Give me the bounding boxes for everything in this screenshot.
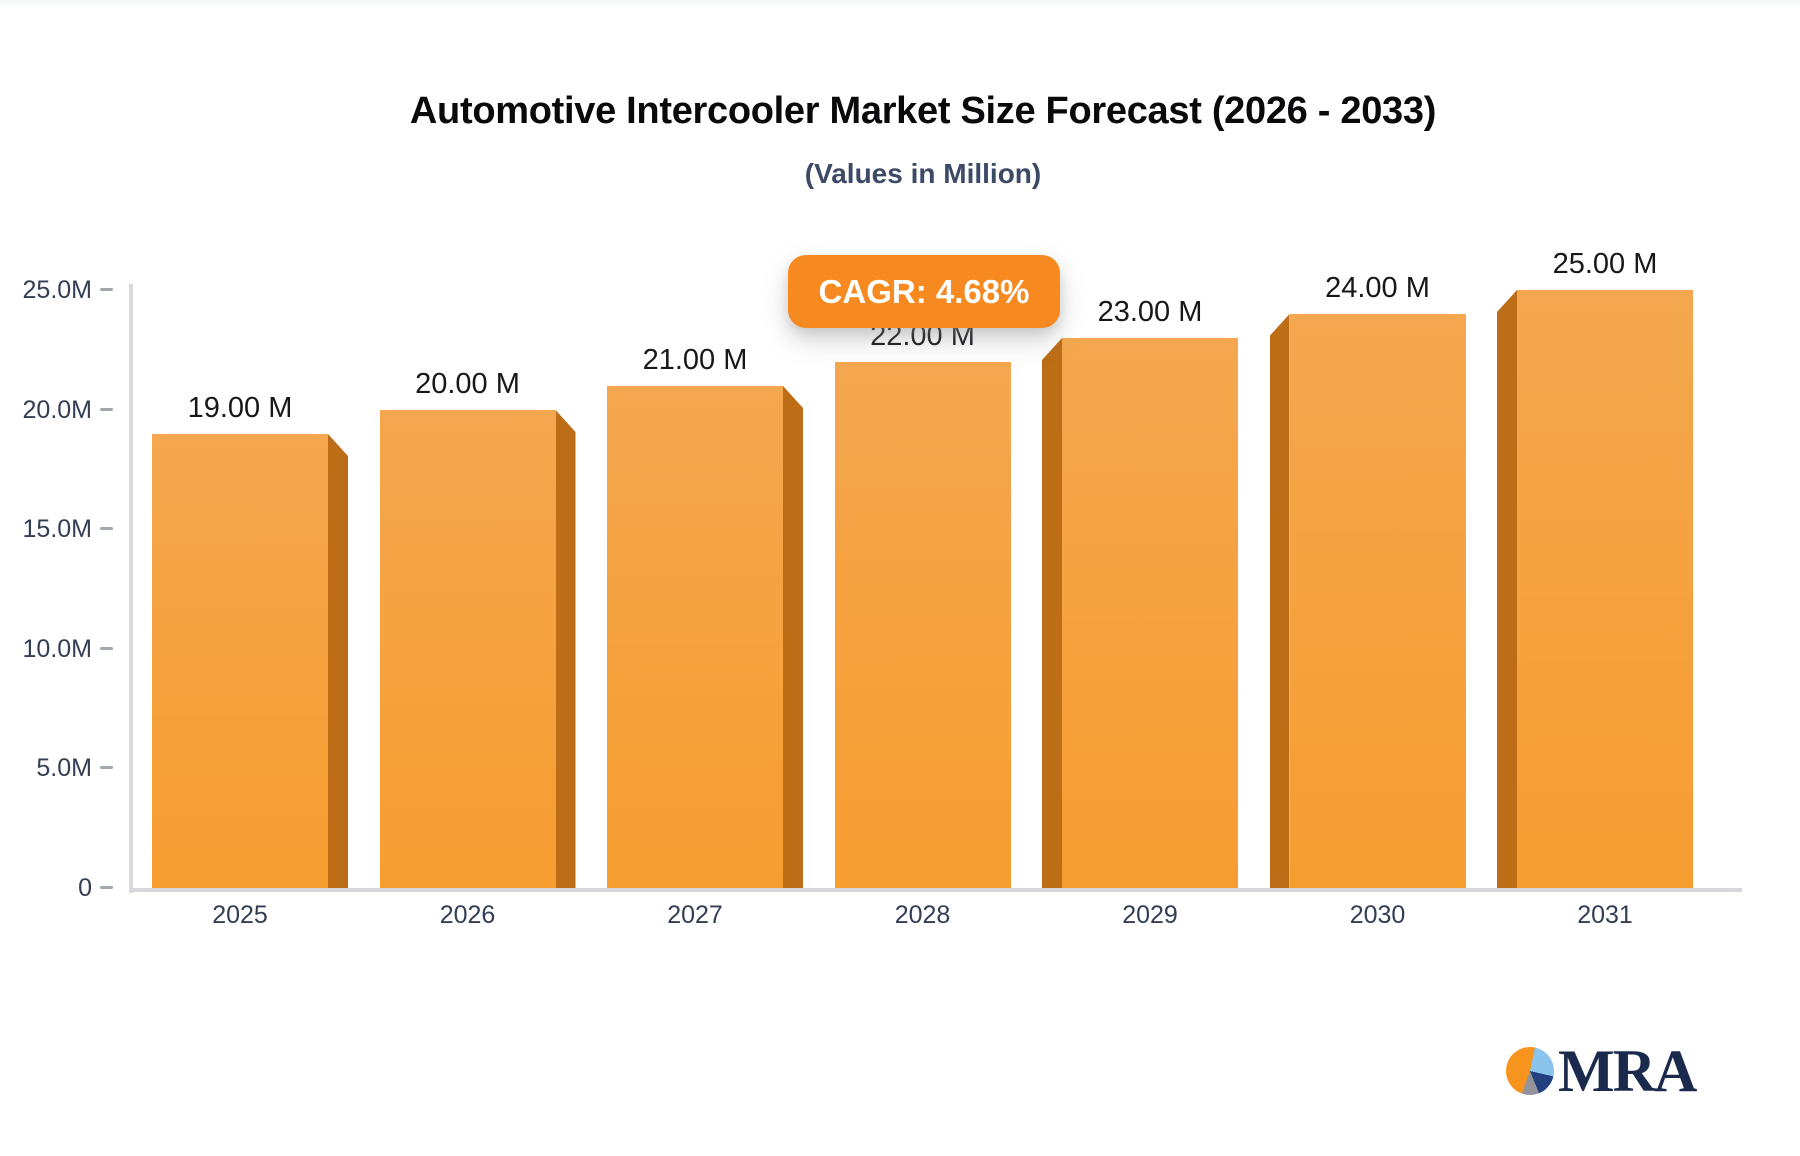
x-axis-label: 2028	[894, 901, 951, 929]
y-axis-label: 5.0M	[36, 754, 92, 783]
bar-value-label: 19.00 M	[187, 392, 293, 424]
y-axis-tick	[100, 407, 113, 411]
y-axis-line	[129, 284, 133, 893]
x-axis-label: 2029	[1122, 901, 1178, 929]
bar-2031[interactable]	[1517, 290, 1693, 888]
y-axis-tick	[100, 766, 113, 770]
x-axis-label: 2026	[439, 901, 496, 929]
bar-2029[interactable]	[1062, 338, 1238, 888]
bar-side-2031	[1497, 290, 1517, 888]
bar-side-2030	[1269, 314, 1290, 888]
bar-side-2026	[555, 410, 576, 888]
bar-2030[interactable]	[1289, 314, 1466, 888]
mra-logo-pie-icon	[1506, 1047, 1554, 1095]
chart-title: Automotive Intercooler Market Size Forec…	[409, 90, 1437, 132]
bar-value-label: 21.00 M	[642, 344, 748, 376]
x-axis-line	[129, 888, 1742, 892]
y-axis-label: 25.0M	[22, 276, 92, 304]
mra-logo: MRA	[1506, 1038, 1697, 1104]
bar-2025[interactable]	[152, 434, 328, 888]
bar-2027[interactable]	[607, 386, 783, 888]
y-axis-label: 20.0M	[22, 395, 92, 424]
chart-subtitle: (Values in Million)	[804, 158, 1042, 189]
bar-side-2025	[328, 434, 348, 888]
y-axis-label: 15.0M	[22, 515, 92, 544]
page-top-edge	[0, 0, 1800, 5]
y-axis-label: 10.0M	[22, 634, 92, 663]
bar-side-2029	[1042, 338, 1062, 888]
bar-2026[interactable]	[379, 410, 556, 888]
bar-value-label: 23.00 M	[1097, 296, 1203, 328]
bar-2028[interactable]	[834, 362, 1011, 888]
x-axis-label: 2030	[1349, 901, 1406, 929]
mra-logo-text: MRA	[1558, 1038, 1697, 1104]
y-axis-label: 0	[78, 874, 92, 902]
x-axis-label: 2031	[1577, 901, 1633, 929]
y-axis-tick	[100, 646, 113, 650]
x-axis-label: 2027	[667, 901, 723, 929]
bar-value-label: 20.00 M	[415, 368, 520, 400]
y-axis-tick	[100, 288, 113, 291]
bar-value-label: 25.00 M	[1552, 248, 1658, 280]
y-axis-tick	[100, 527, 113, 531]
cagr-badge: CAGR: 4.68%	[788, 255, 1060, 328]
y-axis-tick	[100, 886, 113, 889]
bar-side-2027	[783, 386, 803, 888]
cagr-badge-label: CAGR: 4.68%	[818, 272, 1030, 310]
bar-value-label: 24.00 M	[1325, 272, 1430, 304]
x-axis-label: 2025	[212, 901, 268, 929]
